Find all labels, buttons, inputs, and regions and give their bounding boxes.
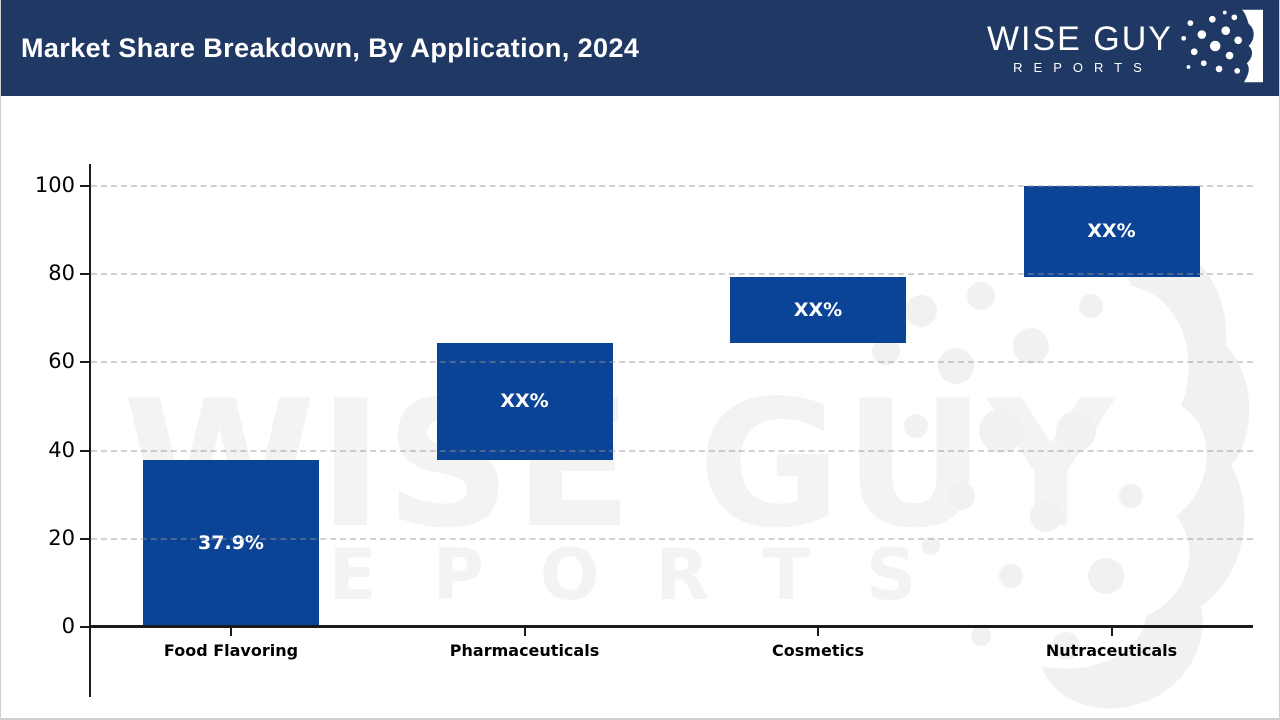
x-tick-label-cosmetics: Cosmetics <box>772 641 864 660</box>
x-axis-line <box>89 625 1253 628</box>
y-tick-label: 20 <box>48 525 75 550</box>
gridline-y60 <box>91 361 1253 364</box>
y-tick-mark <box>80 449 89 452</box>
y-tick-mark <box>80 361 89 364</box>
y-tick-label: 100 <box>34 173 75 198</box>
bar-nutraceuticals: XX% <box>1023 186 1200 277</box>
gridline-y40 <box>91 449 1253 452</box>
y-tick-label: 60 <box>48 349 75 374</box>
bar-cosmetics: XX% <box>730 276 906 343</box>
chart-area: WISE GUY REPORTS 0 20 40 60 80 100 37.9% XX% XX%… <box>1 96 1279 718</box>
bar-value-label: XX% <box>500 390 549 413</box>
y-tick-label: 0 <box>61 614 75 639</box>
y-tick-label: 40 <box>48 437 75 462</box>
x-tick-mark <box>230 627 232 636</box>
y-tick-label: 80 <box>48 261 75 286</box>
y-tick-mark <box>80 273 89 276</box>
watermark-wordmark-line2: REPORTS <box>219 534 973 616</box>
y-tick-mark <box>80 537 89 540</box>
bar-value-label: XX% <box>793 298 843 321</box>
bar-food-flavoring: 37.9% <box>143 459 319 627</box>
bar-value-label: XX% <box>1087 220 1136 243</box>
gridline-y20 <box>91 537 1253 540</box>
bar-pharmaceuticals: XX% <box>436 342 613 460</box>
page-title: Market Share Breakdown, By Application, … <box>21 32 640 63</box>
wise-guy-reports-logo: WISE GUY REPORTS <box>987 7 1263 89</box>
header-band: Market Share Breakdown, By Application, … <box>1 0 1279 96</box>
x-tick-mark <box>817 627 819 636</box>
watermark-face-icon <box>861 216 1261 718</box>
x-tick-mark <box>1110 627 1113 636</box>
gridline-y100 <box>91 185 1253 187</box>
x-tick-label-nutraceuticals: Nutraceuticals <box>1045 641 1178 660</box>
logo-wordmark: WISE GUY REPORTS <box>987 22 1173 74</box>
gridline-y80 <box>91 273 1253 276</box>
x-tick-mark <box>523 627 526 636</box>
y-axis-line <box>89 164 91 697</box>
logo-face-icon <box>1177 7 1263 89</box>
logo-line1: WISE GUY <box>986 20 1173 58</box>
logo-line2: REPORTS <box>1013 60 1153 75</box>
y-tick-mark <box>80 185 89 187</box>
bar-value-label: 37.9% <box>198 532 264 555</box>
x-tick-label-food-flavoring: Food Flavoring <box>163 641 299 660</box>
x-tick-label-pharmaceuticals: Pharmaceuticals <box>449 641 600 660</box>
y-tick-mark <box>80 626 89 628</box>
